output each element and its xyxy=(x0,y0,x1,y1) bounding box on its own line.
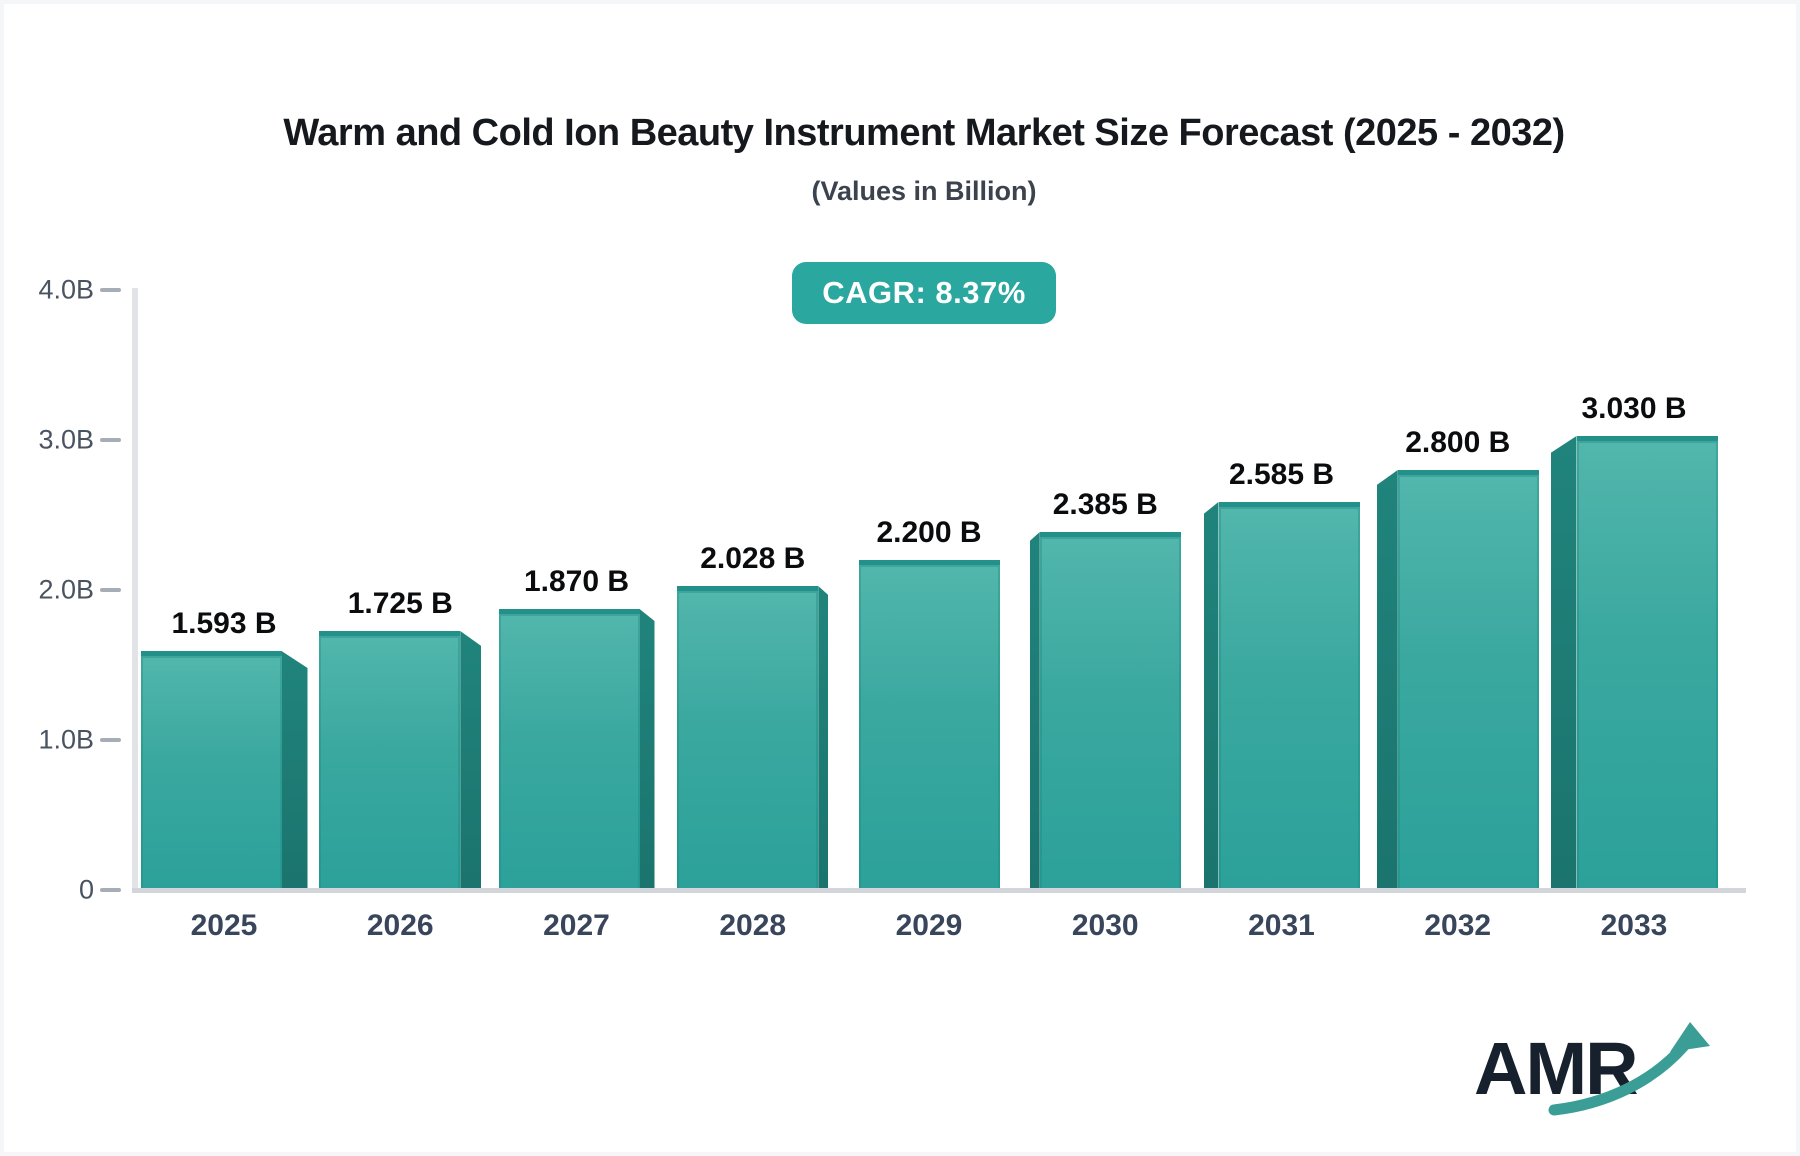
bar-3d-side xyxy=(1376,470,1398,890)
bar-value-label: 1.725 B xyxy=(347,587,453,620)
bar-value-label: 2.800 B xyxy=(1405,426,1511,459)
x-axis-label: 2025 xyxy=(190,909,258,942)
bar-3d-side xyxy=(460,631,482,890)
bar xyxy=(498,609,640,890)
chart-subtitle: (Values in Billion) xyxy=(811,176,1037,206)
y-axis-tick-label: 1.0B xyxy=(38,724,94,755)
bar-value-label: 2.028 B xyxy=(700,542,806,575)
bar-value-label: 2.200 B xyxy=(876,516,982,549)
y-axis-tick xyxy=(100,888,121,892)
bar xyxy=(319,631,461,890)
y-axis-tick-label: 2.0B xyxy=(38,574,94,605)
bar xyxy=(1576,436,1718,890)
bar-3d-side xyxy=(818,586,829,890)
x-axis-line xyxy=(132,888,1746,893)
y-axis-line xyxy=(132,288,138,890)
x-axis-label: 2032 xyxy=(1424,909,1492,942)
bar xyxy=(858,560,1000,890)
bar-value-label: 1.870 B xyxy=(523,565,630,598)
bar-value-label: 2.585 B xyxy=(1228,458,1335,491)
y-axis-tick-label: 3.0B xyxy=(38,424,94,455)
x-axis-label: 2028 xyxy=(719,909,787,942)
bar xyxy=(1039,532,1181,890)
cagr-badge: CAGR: 8.37% xyxy=(792,262,1056,324)
y-axis-tick-label: 0 xyxy=(78,874,94,905)
y-axis-tick-label: 4.0B xyxy=(38,274,94,305)
bar-3d-side xyxy=(281,651,308,890)
bar-value-label: 3.030 B xyxy=(1581,392,1687,425)
bar-3d-side xyxy=(1203,502,1219,890)
x-axis-label: 2030 xyxy=(1071,909,1139,942)
bar xyxy=(1397,470,1539,890)
bar-value-label: 2.385 B xyxy=(1052,488,1158,521)
x-axis-label: 2026 xyxy=(366,909,434,942)
x-axis-label: 2033 xyxy=(1600,909,1668,942)
bar xyxy=(1218,502,1360,890)
y-axis-tick xyxy=(100,588,121,592)
x-axis-label: 2029 xyxy=(895,909,963,942)
y-axis-tick xyxy=(100,738,121,742)
chart-title: Warm and Cold Ion Beauty Instrument Mark… xyxy=(283,112,1565,154)
bar xyxy=(140,651,282,890)
x-axis-label: 2027 xyxy=(543,909,610,942)
bar-3d-side xyxy=(639,609,655,890)
y-axis-tick xyxy=(100,438,121,442)
bar xyxy=(677,586,819,890)
bar-3d-side xyxy=(1550,436,1577,890)
y-axis-tick xyxy=(100,288,121,292)
bar-value-label: 1.593 B xyxy=(171,607,277,640)
x-axis-label: 2031 xyxy=(1248,909,1315,942)
growth-arrow-icon xyxy=(1548,1022,1710,1116)
cagr-badge-band: CAGR: 8.37% xyxy=(52,262,1796,324)
amr-logo: AMR xyxy=(1474,1022,1710,1116)
bar-3d-side xyxy=(1029,532,1040,890)
